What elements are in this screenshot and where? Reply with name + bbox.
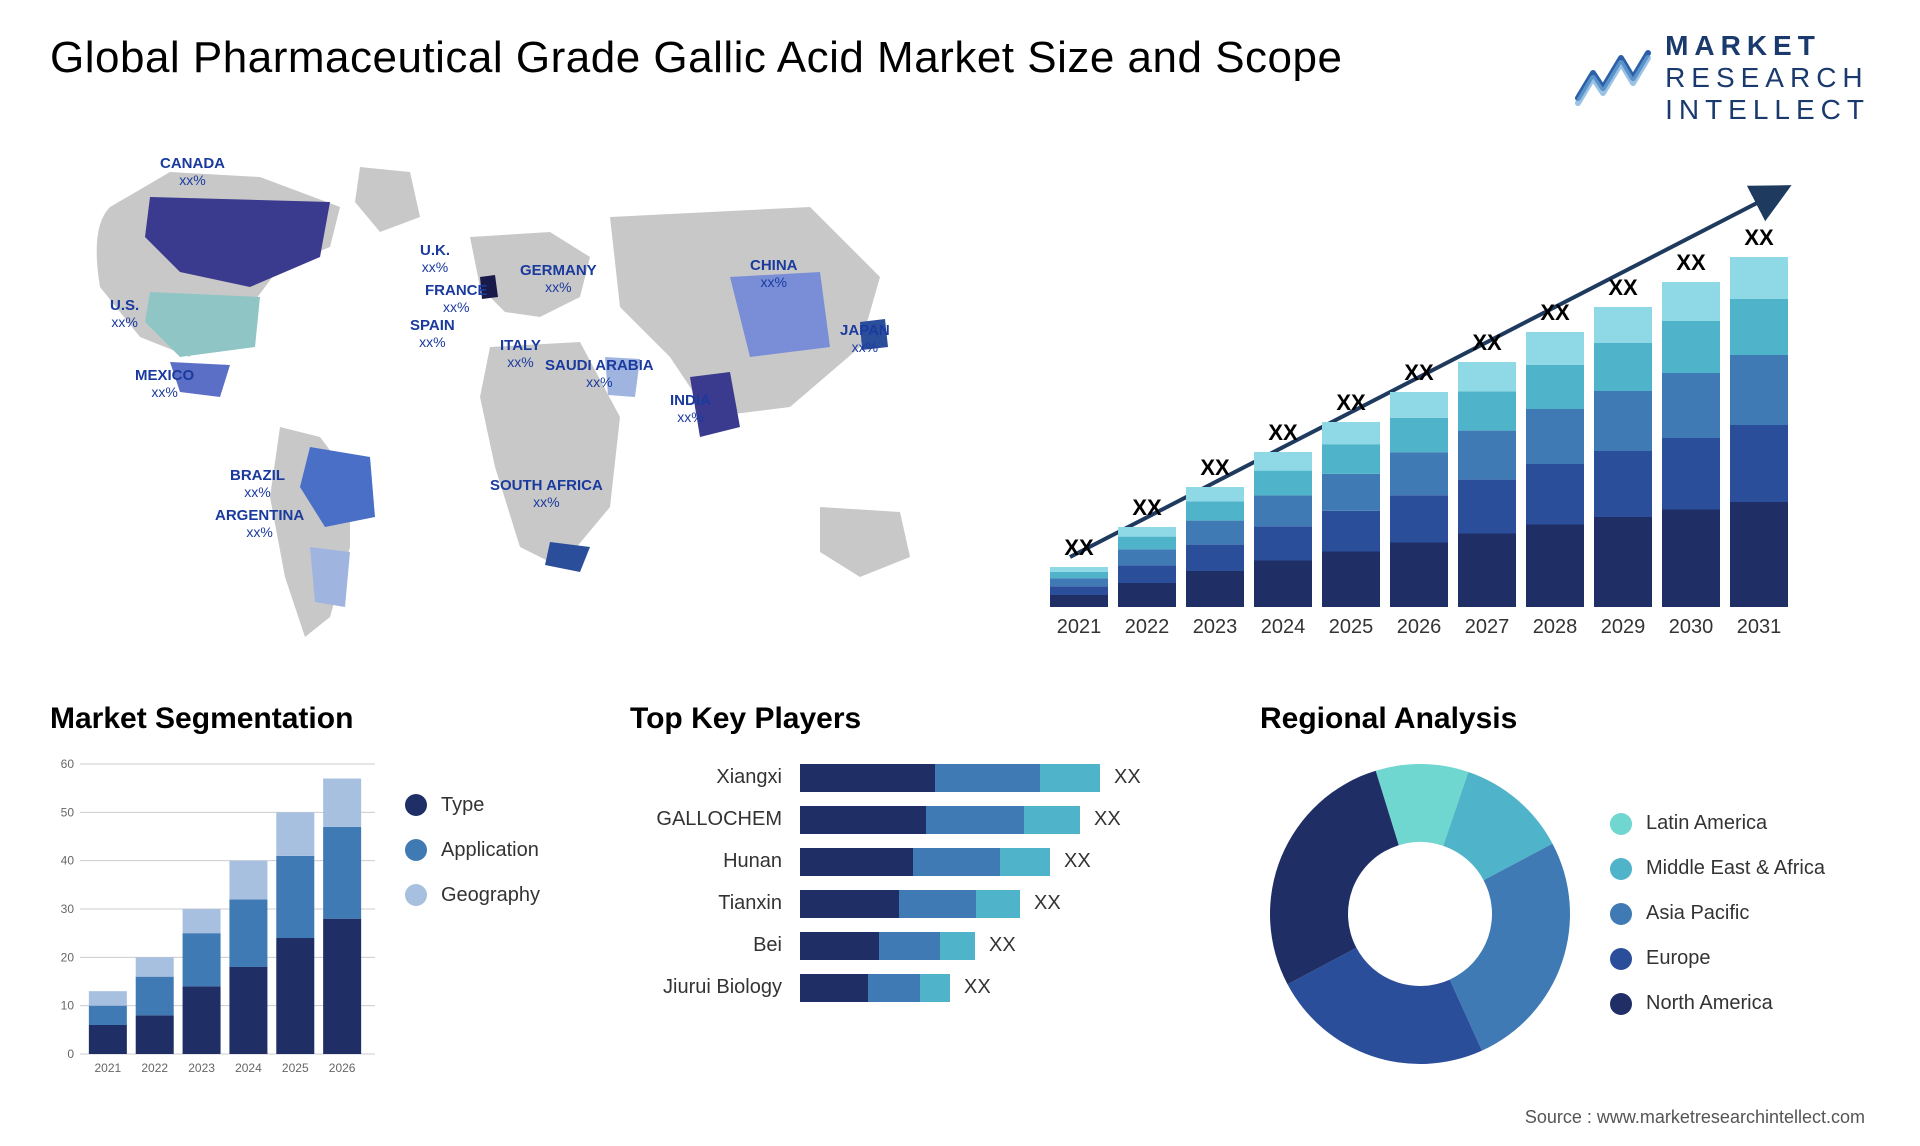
svg-text:20: 20 — [61, 950, 75, 964]
players-chart: XiangxiXX GALLOCHEMXX HunanXX TianxinXX BeiX… — [630, 754, 1210, 1002]
svg-text:2022: 2022 — [1125, 616, 1170, 638]
svg-text:2027: 2027 — [1465, 616, 1510, 638]
source-attribution: Source : www.marketresearchintellect.com — [1525, 1107, 1865, 1128]
svg-text:2021: 2021 — [1057, 616, 1102, 638]
svg-text:60: 60 — [61, 757, 75, 771]
world-map-panel: CANADAxx% U.S.xx% MEXICOxx% BRAZILxx% ARGENT… — [50, 147, 950, 667]
svg-text:XX: XX — [1132, 495, 1162, 520]
svg-text:2025: 2025 — [282, 1061, 309, 1075]
svg-text:XX: XX — [1268, 420, 1298, 445]
map-label: FRANCExx% — [425, 282, 488, 317]
player-row: Jiurui BiologyXX — [630, 974, 1210, 1002]
svg-text:2030: 2030 — [1669, 616, 1714, 638]
regional-donut — [1260, 754, 1580, 1074]
legend-item: Type — [405, 794, 540, 817]
regional-title: Regional Analysis — [1260, 702, 1870, 736]
svg-text:2023: 2023 — [1193, 616, 1238, 638]
svg-text:2031: 2031 — [1737, 616, 1782, 638]
logo-line3: INTELLECT — [1665, 94, 1870, 126]
map-label: SPAINxx% — [410, 317, 455, 352]
svg-text:2022: 2022 — [141, 1061, 168, 1075]
logo-line1: MARKET — [1665, 30, 1870, 62]
segmentation-legend: Type Application Geography — [405, 754, 540, 907]
svg-text:2028: 2028 — [1533, 616, 1578, 638]
svg-text:2024: 2024 — [1261, 616, 1306, 638]
map-label: GERMANYxx% — [520, 262, 597, 297]
segmentation-title: Market Segmentation — [50, 702, 580, 736]
svg-text:XX: XX — [1540, 300, 1570, 325]
world-map — [50, 147, 950, 667]
legend-item: Europe — [1610, 947, 1825, 970]
map-label: U.K.xx% — [420, 242, 450, 277]
map-label: JAPANxx% — [840, 322, 890, 357]
svg-text:2025: 2025 — [1329, 616, 1374, 638]
page-title: Global Pharmaceutical Grade Gallic Acid … — [50, 30, 1342, 85]
svg-text:2026: 2026 — [329, 1061, 356, 1075]
svg-text:XX: XX — [1744, 225, 1774, 250]
svg-text:40: 40 — [61, 853, 75, 867]
regional-legend: Latin America Middle East & Africa Asia Pa… — [1610, 812, 1825, 1015]
segmentation-chart: 0 10 20 30 40 50 60 2021 2022 2023 2024 2025 2026 — [50, 754, 380, 1084]
players-title: Top Key Players — [630, 702, 1210, 736]
player-row: GALLOCHEMXX — [630, 806, 1210, 834]
svg-text:XX: XX — [1404, 360, 1434, 385]
svg-text:0: 0 — [67, 1047, 74, 1061]
legend-item: Application — [405, 839, 540, 862]
svg-text:10: 10 — [61, 998, 75, 1012]
svg-text:XX: XX — [1676, 250, 1706, 275]
legend-item: North America — [1610, 992, 1825, 1015]
player-row: TianxinXX — [630, 890, 1210, 918]
forecast-bar-chart: XX 2021 XX 2022 XX 2023 XX 2024 XX 2025 XX 2026 XX 20… — [990, 147, 1870, 667]
svg-text:30: 30 — [61, 902, 75, 916]
svg-text:XX: XX — [1472, 330, 1502, 355]
map-label: INDIAxx% — [670, 392, 711, 427]
map-label: SAUDI ARABIAxx% — [545, 357, 654, 392]
legend-item: Geography — [405, 884, 540, 907]
logo-icon — [1573, 43, 1653, 113]
player-row: BeiXX — [630, 932, 1210, 960]
brand-logo: MARKET RESEARCH INTELLECT — [1573, 30, 1870, 127]
svg-text:2029: 2029 — [1601, 616, 1646, 638]
player-row: HunanXX — [630, 848, 1210, 876]
map-label: CHINAxx% — [750, 257, 798, 292]
legend-item: Middle East & Africa — [1610, 857, 1825, 880]
logo-line2: RESEARCH — [1665, 62, 1870, 94]
map-label: CANADAxx% — [160, 155, 225, 190]
svg-text:XX: XX — [1336, 390, 1366, 415]
map-label: MEXICOxx% — [135, 367, 194, 402]
svg-text:XX: XX — [1608, 275, 1638, 300]
svg-text:XX: XX — [1200, 455, 1230, 480]
legend-item: Latin America — [1610, 812, 1825, 835]
map-label: SOUTH AFRICAxx% — [490, 477, 603, 512]
player-row: XiangxiXX — [630, 764, 1210, 792]
svg-text:2024: 2024 — [235, 1061, 262, 1075]
map-label: ITALYxx% — [500, 337, 541, 372]
map-label: BRAZILxx% — [230, 467, 285, 502]
svg-text:50: 50 — [61, 805, 75, 819]
svg-text:XX: XX — [1064, 535, 1094, 560]
map-label: U.S.xx% — [110, 297, 139, 332]
legend-item: Asia Pacific — [1610, 902, 1825, 925]
svg-text:2023: 2023 — [188, 1061, 215, 1075]
svg-text:2021: 2021 — [95, 1061, 122, 1075]
svg-text:2026: 2026 — [1397, 616, 1442, 638]
map-label: ARGENTINAxx% — [215, 507, 304, 542]
